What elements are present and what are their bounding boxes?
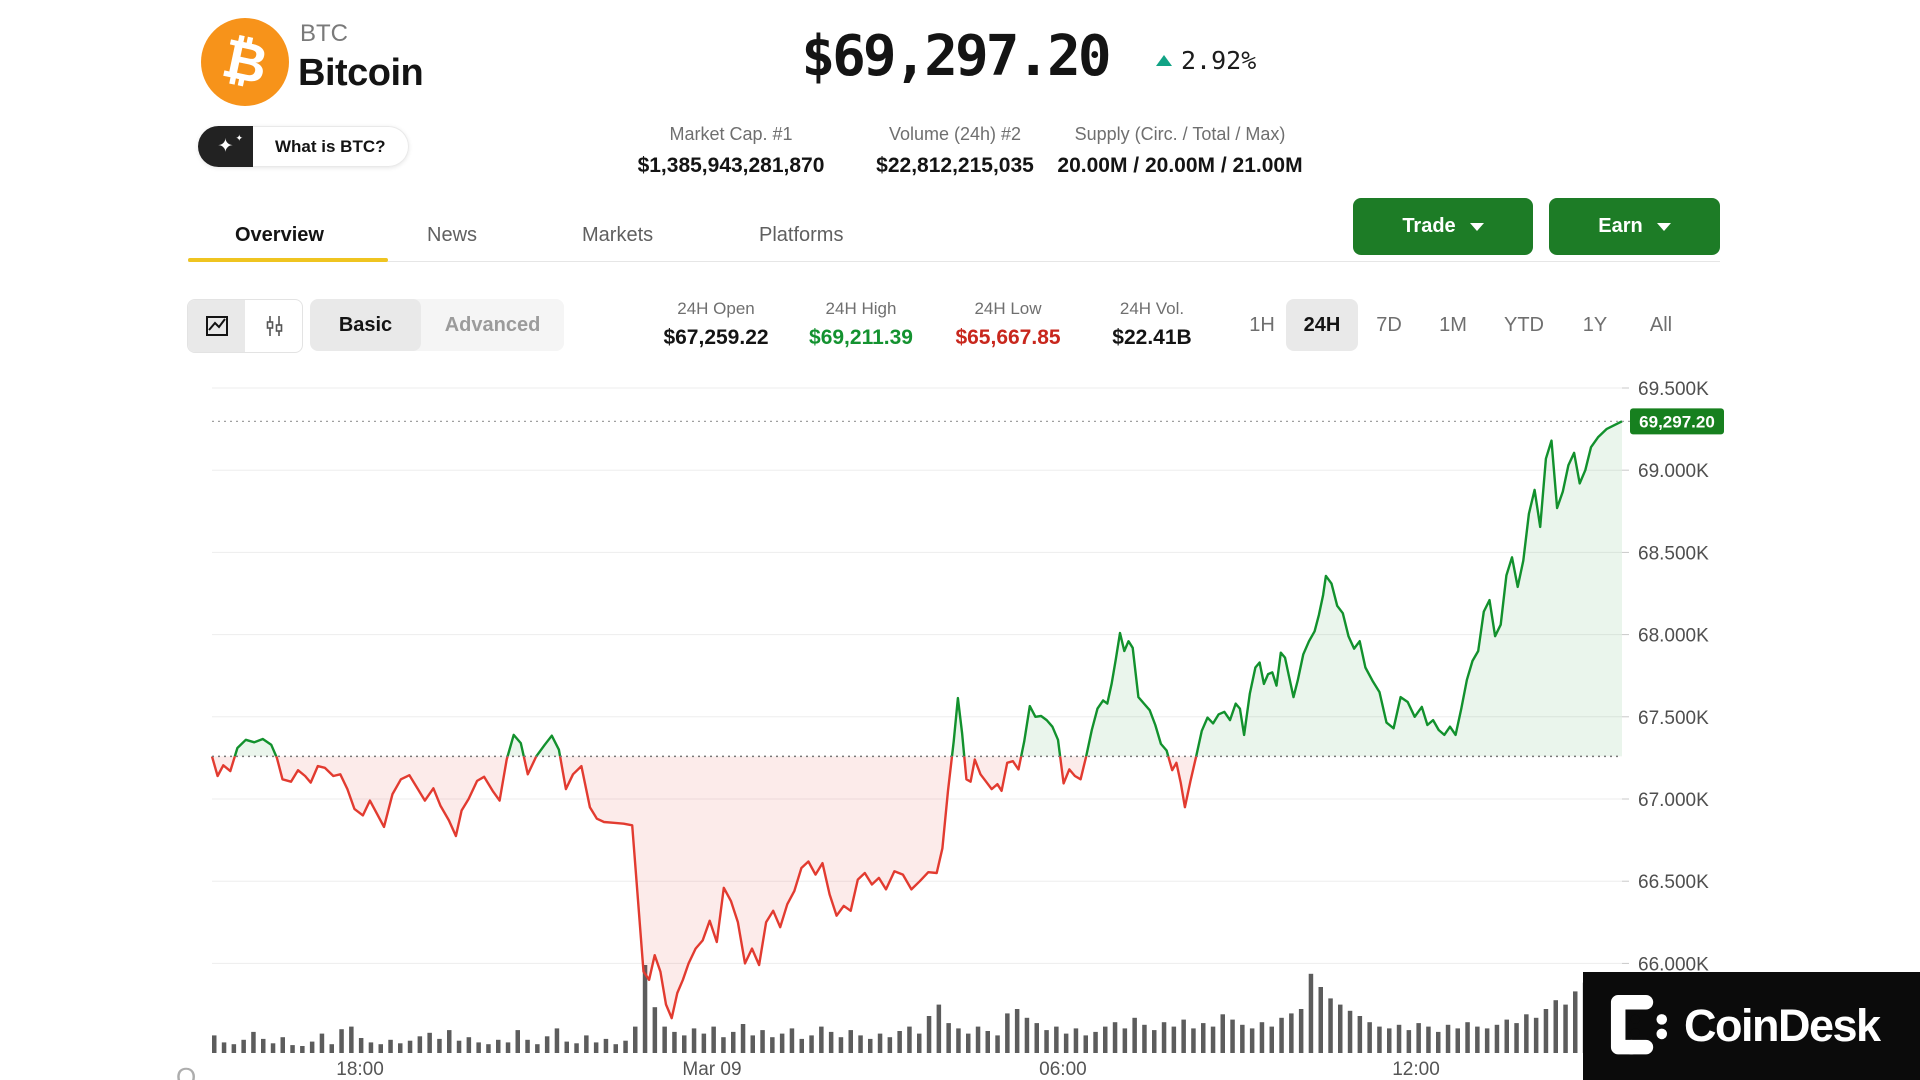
mode-basic-button[interactable]: Basic — [310, 299, 421, 351]
range-1y[interactable]: 1Y — [1582, 314, 1608, 336]
candlestick-icon — [266, 316, 282, 336]
what-is-btc-button[interactable]: ✦ ✦ What is BTC? — [198, 126, 409, 167]
what-is-btc-label: What is BTC? — [253, 126, 409, 167]
market-cap-label: Market Cap. #1 — [669, 124, 793, 144]
tab-markets[interactable]: Markets — [582, 224, 654, 246]
price-chart[interactable]: 69.500K 69.000K 68.500K 68.000K 67.500K 67.00… — [0, 370, 1920, 1080]
svg-text:68.000K: 68.000K — [1638, 626, 1709, 647]
volume-value: $22,812,215,035 — [876, 154, 1034, 177]
bitcoin-logo-icon: ₿ — [201, 18, 289, 106]
svg-text:12:00: 12:00 — [1392, 1059, 1440, 1080]
volume-label: Volume (24h) #2 — [888, 124, 1022, 144]
svg-text:06:00: 06:00 — [1039, 1059, 1087, 1080]
svg-text:67.500K: 67.500K — [1638, 708, 1709, 729]
coin-symbol: BTC — [300, 20, 348, 47]
range-all[interactable]: All — [1649, 314, 1673, 336]
coin-name: Bitcoin — [298, 52, 424, 94]
chevron-down-icon — [1656, 222, 1671, 231]
line-chart-icon-button[interactable] — [188, 300, 245, 352]
supply-stat: Supply (Circ. / Total / Max) 20.00M / 20… — [1057, 124, 1302, 178]
day-high-stat: 24H High $69,211.39 — [809, 299, 913, 350]
tab-news[interactable]: News — [427, 224, 478, 246]
day-low-stat: 24H Low $65,667.85 — [955, 299, 1060, 350]
range-1m[interactable]: 1M — [1439, 314, 1467, 336]
day-low-value: $65,667.85 — [955, 326, 1061, 349]
svg-text:66.000K: 66.000K — [1638, 954, 1709, 975]
day-open-stat: 24H Open $67,259.22 — [663, 299, 768, 350]
day-open-value: $67,259.22 — [663, 326, 769, 349]
current-price: $69,297.20 — [801, 24, 1111, 89]
bitcoin-b-glyph: ₿ — [217, 26, 274, 97]
earn-button-label: Earn — [1598, 215, 1643, 237]
svg-text:69,297.20: 69,297.20 — [1639, 412, 1715, 431]
svg-text:69.500K: 69.500K — [1638, 379, 1709, 400]
coindesk-logo-icon — [1610, 994, 1668, 1055]
trade-button[interactable]: Trade — [1353, 198, 1533, 255]
day-high-label: 24H High — [825, 299, 897, 318]
chevron-down-icon — [1469, 222, 1484, 231]
svg-text:69.000K: 69.000K — [1638, 461, 1709, 482]
svg-text:18:00: 18:00 — [336, 1059, 384, 1080]
trade-button-label: Trade — [1402, 215, 1456, 237]
svg-text:68.500K: 68.500K — [1638, 543, 1709, 564]
chart-footer-partial-text: O — [176, 1062, 199, 1080]
mode-advanced-button[interactable]: Advanced — [444, 313, 541, 336]
supply-value: 20.00M / 20.00M / 21.00M — [1057, 154, 1303, 177]
earn-button[interactable]: Earn — [1549, 198, 1720, 255]
candlestick-icon-button[interactable] — [245, 300, 302, 352]
up-arrow-icon — [1156, 55, 1172, 66]
line-chart-icon — [205, 316, 228, 336]
tab-overview[interactable]: Overview — [235, 224, 324, 246]
market-cap-value: $1,385,943,281,870 — [637, 154, 825, 177]
range-ytd[interactable]: YTD — [1504, 314, 1544, 336]
day-low-label: 24H Low — [974, 299, 1042, 318]
coindesk-logo-text: CoinDesk — [1684, 1000, 1881, 1051]
svg-text:67.000K: 67.000K — [1638, 790, 1709, 811]
coindesk-watermark: CoinDesk — [1583, 972, 1920, 1080]
tab-platforms[interactable]: Platforms — [759, 224, 844, 246]
day-vol-stat: 24H Vol. $22.41B — [1112, 299, 1191, 350]
supply-label: Supply (Circ. / Total / Max) — [1074, 124, 1286, 144]
market-cap-stat: Market Cap. #1 $1,385,943,281,870 — [638, 124, 825, 178]
range-1h[interactable]: 1H — [1249, 314, 1275, 336]
chart-type-toggle — [187, 299, 303, 353]
range-24h[interactable]: 24H — [1286, 299, 1358, 351]
volume-stat: Volume (24h) #2 $22,812,215,035 — [876, 124, 1034, 178]
svg-text:66.500K: 66.500K — [1638, 872, 1709, 893]
active-tab-underline — [188, 258, 388, 262]
price-change-percent: 2.92% — [1181, 46, 1257, 75]
day-high-value: $69,211.39 — [809, 326, 913, 349]
tabbar-divider — [188, 261, 1720, 262]
range-selector: 1H 24H 7D 1M YTD 1Y All — [1238, 299, 1694, 351]
day-vol-value: $22.41B — [1112, 326, 1192, 349]
sparkle-icon: ✦ ✦ — [198, 126, 253, 167]
range-7d[interactable]: 7D — [1376, 314, 1402, 336]
svg-text:Mar 09: Mar 09 — [682, 1059, 741, 1080]
day-open-label: 24H Open — [677, 299, 755, 318]
mode-toggle: Basic Advanced — [310, 299, 564, 351]
price-change: 2.92% — [1156, 46, 1256, 75]
day-vol-label: 24H Vol. — [1119, 299, 1185, 318]
